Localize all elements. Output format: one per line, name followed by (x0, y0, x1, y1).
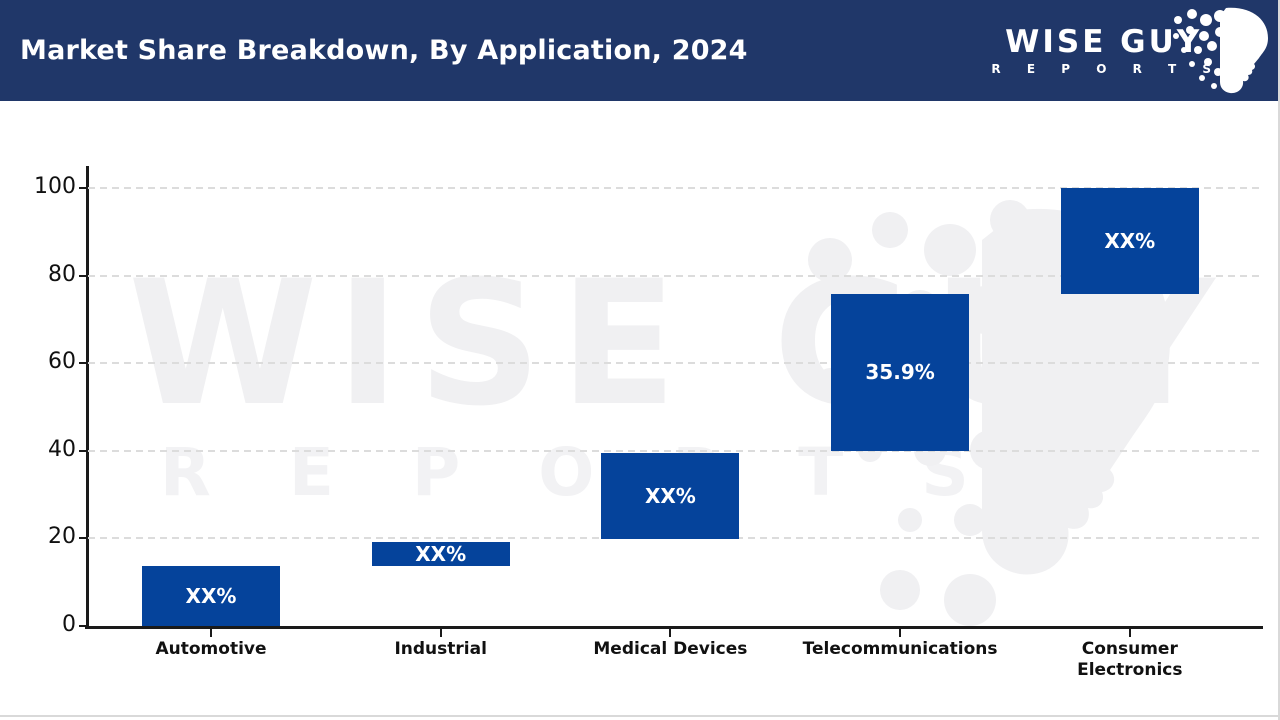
x-category-label: Consumer Electronics (1077, 639, 1183, 681)
x-tick-1 (439, 629, 442, 637)
x-tick-2 (669, 629, 672, 637)
x-category-label: Telecommunications (802, 639, 998, 659)
y-axis-line (86, 166, 89, 628)
bar-value-label: XX% (1104, 228, 1156, 253)
bar-value-label: 35.9% (865, 360, 935, 385)
y-tick-label-0: 0 (62, 612, 76, 637)
x-category-label: Industrial (394, 639, 487, 659)
y-tick-label-80: 80 (48, 261, 76, 287)
y-tick-40 (79, 449, 88, 452)
header-bar: Market Share Breakdown, By Application, … (0, 0, 1278, 101)
bar-value-label: XX% (185, 584, 237, 609)
bar-value-label: XX% (415, 542, 467, 567)
x-tick-4 (1128, 629, 1131, 637)
x-axis-line (85, 626, 1263, 629)
y-tick-0 (79, 625, 88, 627)
y-tick-label-20: 20 (48, 524, 76, 550)
bar-consumer-electronics: XX% (1060, 188, 1199, 294)
y-tick-label-40: 40 (48, 436, 76, 462)
brand-logo-text: WISE GUY R E P O R T S (985, 23, 1222, 76)
page-title: Market Share Breakdown, By Application, … (20, 35, 748, 66)
brand-logo: WISE GUY R E P O R T S (985, 0, 1268, 101)
bar-industrial: XX% (371, 542, 510, 567)
y-tick-60 (79, 362, 88, 365)
y-tick-label-100: 100 (34, 174, 76, 199)
y-tick-label-60: 60 (48, 349, 76, 375)
bar-medical-devices: XX% (601, 452, 740, 539)
wiseguy-face-icon (1173, 7, 1268, 94)
y-tick-80 (79, 274, 88, 277)
y-tick-20 (79, 537, 88, 540)
x-category-label: Automotive (155, 639, 267, 659)
x-category-label: Medical Devices (593, 639, 748, 659)
brand-subtitle: R E P O R T S (991, 61, 1222, 76)
x-tick-0 (210, 629, 212, 637)
x-tick-3 (899, 629, 902, 637)
bottom-rule (0, 715, 1278, 717)
y-tick-100 (79, 187, 88, 189)
brand-name: WISE GUY (1005, 23, 1203, 60)
bar-telecommunications: 35.9% (831, 293, 970, 451)
gridline-40 (88, 449, 1262, 452)
bar-value-label: XX% (644, 483, 696, 508)
bar-automotive: XX% (142, 566, 280, 626)
gridline-80 (88, 274, 1262, 277)
gridline-100 (88, 187, 1262, 189)
gridline-60 (88, 362, 1262, 365)
